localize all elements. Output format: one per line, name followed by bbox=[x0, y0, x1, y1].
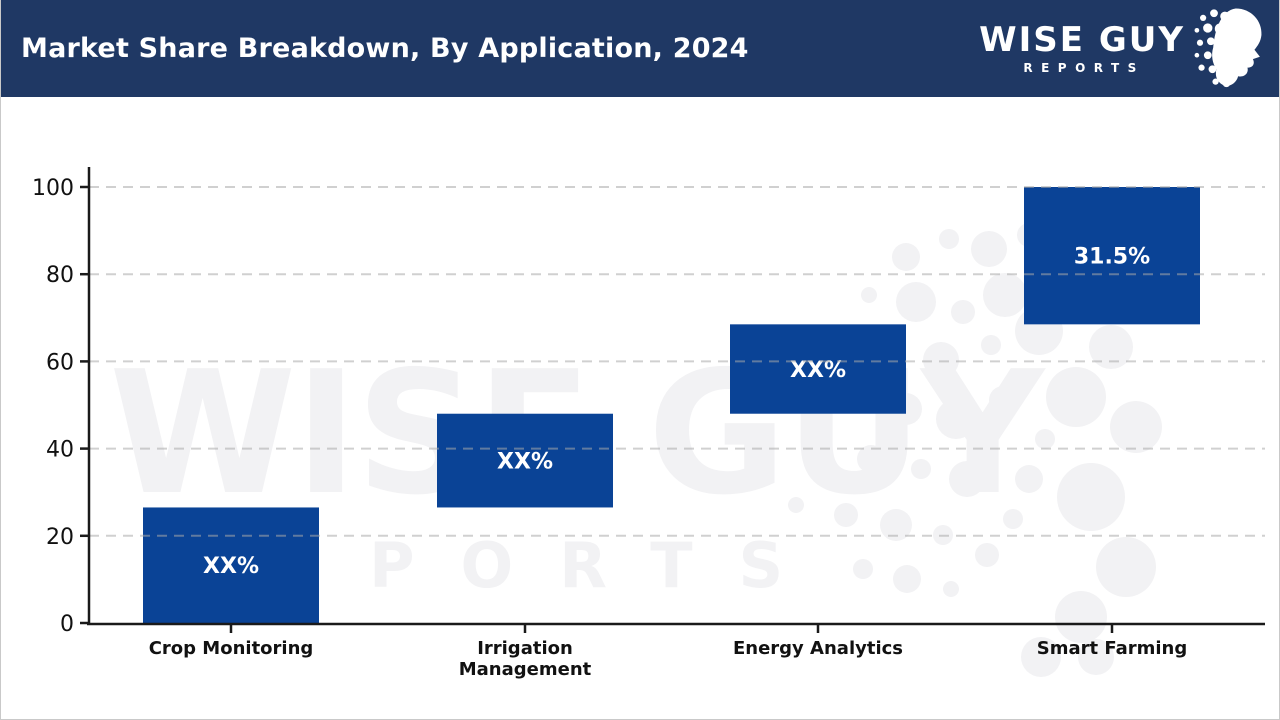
watermark-dot bbox=[975, 543, 999, 567]
watermark-dot bbox=[1057, 463, 1125, 531]
watermark-dot bbox=[1015, 465, 1043, 493]
watermark-dot bbox=[1035, 429, 1055, 449]
bar-value-label: XX% bbox=[497, 450, 553, 475]
watermark-dot bbox=[892, 243, 920, 271]
watermark-dot bbox=[936, 399, 976, 439]
watermark-dot bbox=[861, 287, 877, 303]
x-category-label: Smart Farming bbox=[1036, 638, 1188, 659]
header-bar: Market Share Breakdown, By Application, … bbox=[1, 0, 1279, 97]
watermark-dot bbox=[949, 461, 985, 497]
watermark-dot bbox=[951, 300, 975, 324]
bar-energy-analytics bbox=[730, 324, 906, 414]
watermark-dot bbox=[971, 231, 1007, 267]
watermark-dot bbox=[983, 273, 1027, 317]
logo-head-icon bbox=[1194, 8, 1262, 87]
bar-value-label: XX% bbox=[203, 554, 259, 579]
waterfall-chart: XX% XX% XX% 31.5% 0 20 40 60 80 100 bbox=[32, 167, 1265, 637]
x-category-label: Irrigation Management bbox=[458, 638, 592, 681]
watermark-dot bbox=[1021, 637, 1061, 677]
watermark-dot bbox=[989, 386, 1017, 414]
y-tick-label-60: 60 bbox=[46, 350, 74, 375]
y-tick-label-40: 40 bbox=[46, 438, 74, 463]
watermark-dot bbox=[981, 335, 1001, 355]
y-tick-label-80: 80 bbox=[46, 263, 74, 288]
bar-value-label: 31.5% bbox=[1074, 245, 1150, 270]
watermark-dot bbox=[1046, 367, 1106, 427]
logo-wordmark: WISE GUY bbox=[979, 19, 1185, 60]
logo-subtitle: REPORTS bbox=[1023, 60, 1145, 75]
watermark-dot bbox=[1110, 401, 1162, 453]
y-tick-label-100: 100 bbox=[32, 176, 74, 201]
bar-value-label: XX% bbox=[790, 358, 846, 383]
watermark-dot bbox=[857, 445, 885, 473]
y-tick-label-0: 0 bbox=[60, 612, 74, 637]
watermark-dot bbox=[1089, 325, 1133, 369]
watermark-dot bbox=[880, 509, 912, 541]
watermark-head-dots bbox=[788, 223, 1162, 677]
watermark-dot bbox=[1078, 639, 1114, 675]
watermark-dot bbox=[943, 581, 959, 597]
bar-smart-farming bbox=[1024, 187, 1200, 325]
watermark-dot bbox=[911, 459, 931, 479]
x-category-label: Energy Analytics bbox=[732, 638, 904, 659]
watermark-dot bbox=[853, 559, 873, 579]
bar-irrigation-management bbox=[437, 413, 613, 508]
wise-guy-reports-logo: WISE GUY REPORTS bbox=[979, 0, 1267, 97]
watermark-dot bbox=[788, 497, 804, 513]
x-category-label: Crop Monitoring bbox=[148, 638, 314, 659]
watermark-dot bbox=[939, 229, 959, 249]
watermark-dot bbox=[1096, 537, 1156, 597]
page-title: Market Share Breakdown, By Application, … bbox=[21, 33, 749, 64]
watermark-dot bbox=[834, 503, 858, 527]
watermark-dot bbox=[1003, 509, 1023, 529]
watermark-dot bbox=[896, 282, 936, 322]
bar-crop-monitoring bbox=[143, 507, 319, 623]
watermark-dot bbox=[893, 565, 921, 593]
watermark-dot bbox=[1055, 591, 1107, 643]
y-tick-label-20: 20 bbox=[46, 525, 74, 550]
chart-area: WISE GUY REPORTS XX% XX% XX% 31.5% 0 20 40 60 80… bbox=[1, 97, 1279, 719]
watermark-dot bbox=[923, 342, 959, 378]
logo-text: WISE GUY REPORTS bbox=[979, 23, 1185, 75]
